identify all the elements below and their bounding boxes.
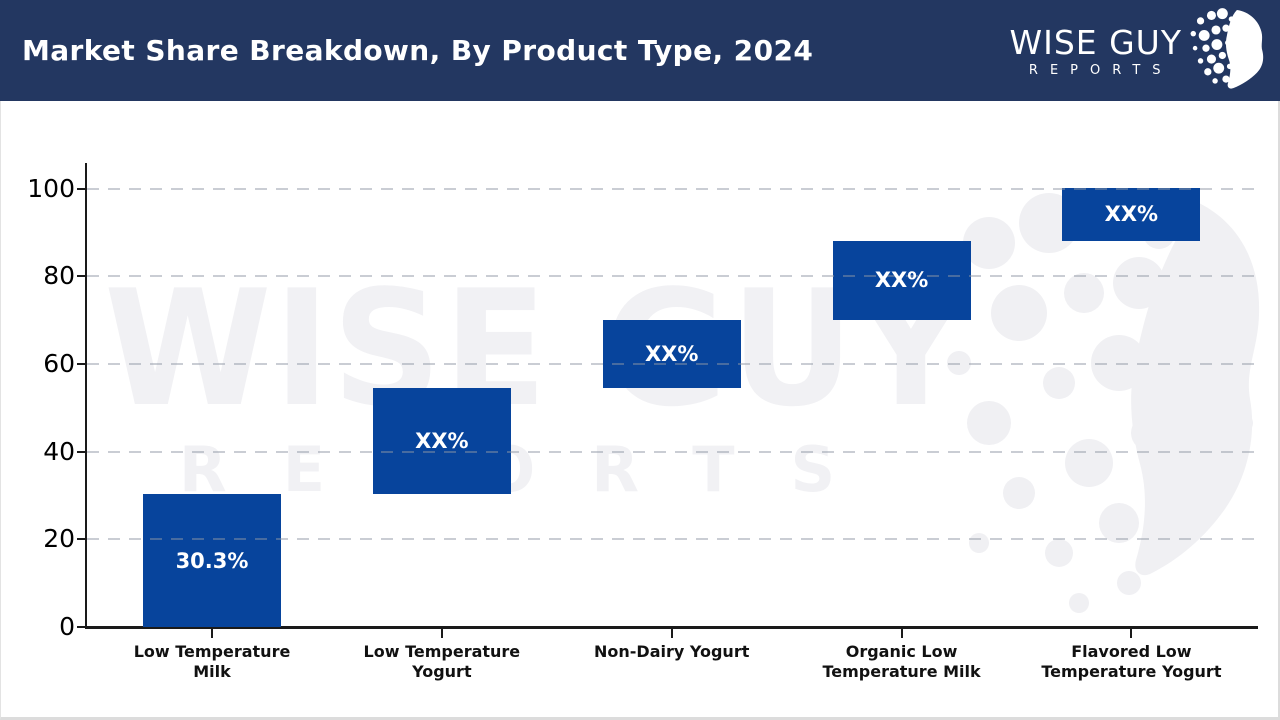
x-tick-mark xyxy=(900,629,903,638)
gridline xyxy=(87,450,1257,453)
bar-value-label: XX% xyxy=(644,341,699,366)
x-tick-mark xyxy=(211,629,213,638)
logo-wordmark: WISE GUY xyxy=(1009,22,1182,62)
bar-value-label: 30.3% xyxy=(175,548,249,573)
chart-canvas: WISE GUY REPORTS 0 20 40 60 80 100 30.3% Low Te… xyxy=(0,101,1280,720)
x-category-label: Organic Low Temperature Milk xyxy=(822,642,981,681)
y-axis-line xyxy=(85,163,87,628)
gridline xyxy=(87,362,1257,365)
bar: XX% xyxy=(1062,187,1201,241)
bar-value-label: XX% xyxy=(1104,202,1159,227)
y-tick-label: 100 xyxy=(27,173,75,203)
logo-text: WISE GUY REPORTS xyxy=(1009,23,1182,78)
bar-value-label: XX% xyxy=(874,268,929,293)
x-axis-line xyxy=(85,626,1258,629)
bar: XX% xyxy=(372,387,511,495)
x-category-label: Non-Dairy Yogurt xyxy=(594,642,750,661)
y-tick-label: 40 xyxy=(43,436,75,466)
y-tick-mark xyxy=(77,275,85,278)
bar: 30.3% xyxy=(143,494,281,627)
logo-head-icon xyxy=(1190,8,1264,89)
page-title: Market Share Breakdown, By Product Type,… xyxy=(22,34,814,67)
gridline xyxy=(87,538,1257,541)
gridline xyxy=(87,187,1257,190)
y-tick-mark xyxy=(77,187,85,190)
y-tick-label: 80 xyxy=(43,261,75,291)
y-tick-mark xyxy=(77,362,85,365)
bar: XX% xyxy=(602,320,741,388)
y-tick-mark xyxy=(77,626,85,628)
x-tick-mark xyxy=(1130,629,1133,638)
x-tick-mark xyxy=(440,629,443,638)
logo-subtext: REPORTS xyxy=(1028,62,1173,78)
header: Market Share Breakdown, By Product Type,… xyxy=(0,0,1280,101)
y-tick-label: 60 xyxy=(43,348,75,378)
watermark-wordmark: WISE GUY xyxy=(104,255,968,442)
y-tick-label: 0 xyxy=(59,612,75,641)
y-tick-mark xyxy=(77,450,85,453)
waterfall-chart: 0 20 40 60 80 100 30.3% Low Temperature Milk XX%… xyxy=(1,101,1278,717)
bar-value-label: XX% xyxy=(415,428,469,453)
x-category-label: Flavored Low Temperature Yogurt xyxy=(1041,642,1222,681)
x-category-label: Low Temperature Yogurt xyxy=(363,642,521,681)
brand-logo: WISE GUY REPORTS xyxy=(1009,7,1266,93)
gridline xyxy=(87,275,1257,278)
y-tick-mark xyxy=(77,538,85,541)
x-category-label: Low Temperature Milk xyxy=(133,642,291,681)
bar: XX% xyxy=(832,240,971,320)
y-tick-label: 20 xyxy=(43,524,75,554)
x-tick-mark xyxy=(670,629,673,638)
